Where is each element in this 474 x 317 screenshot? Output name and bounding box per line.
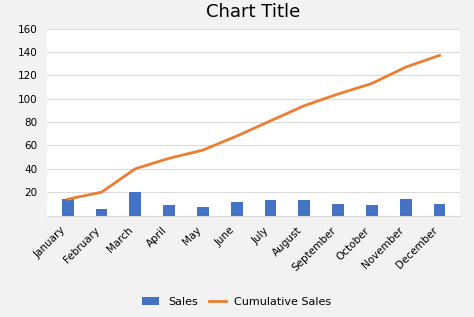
Bar	[197, 207, 209, 216]
Bar	[96, 209, 108, 216]
Bar	[231, 202, 243, 216]
Bar	[129, 192, 141, 216]
Bar	[62, 199, 73, 216]
Bar	[163, 205, 175, 216]
Title: Chart Title: Chart Title	[207, 3, 301, 22]
Bar	[264, 200, 276, 216]
Bar	[434, 204, 446, 216]
Bar	[400, 199, 411, 216]
Legend: Sales, Cumulative Sales: Sales, Cumulative Sales	[138, 293, 336, 311]
Bar	[298, 200, 310, 216]
Bar	[332, 204, 344, 216]
Bar	[366, 205, 378, 216]
